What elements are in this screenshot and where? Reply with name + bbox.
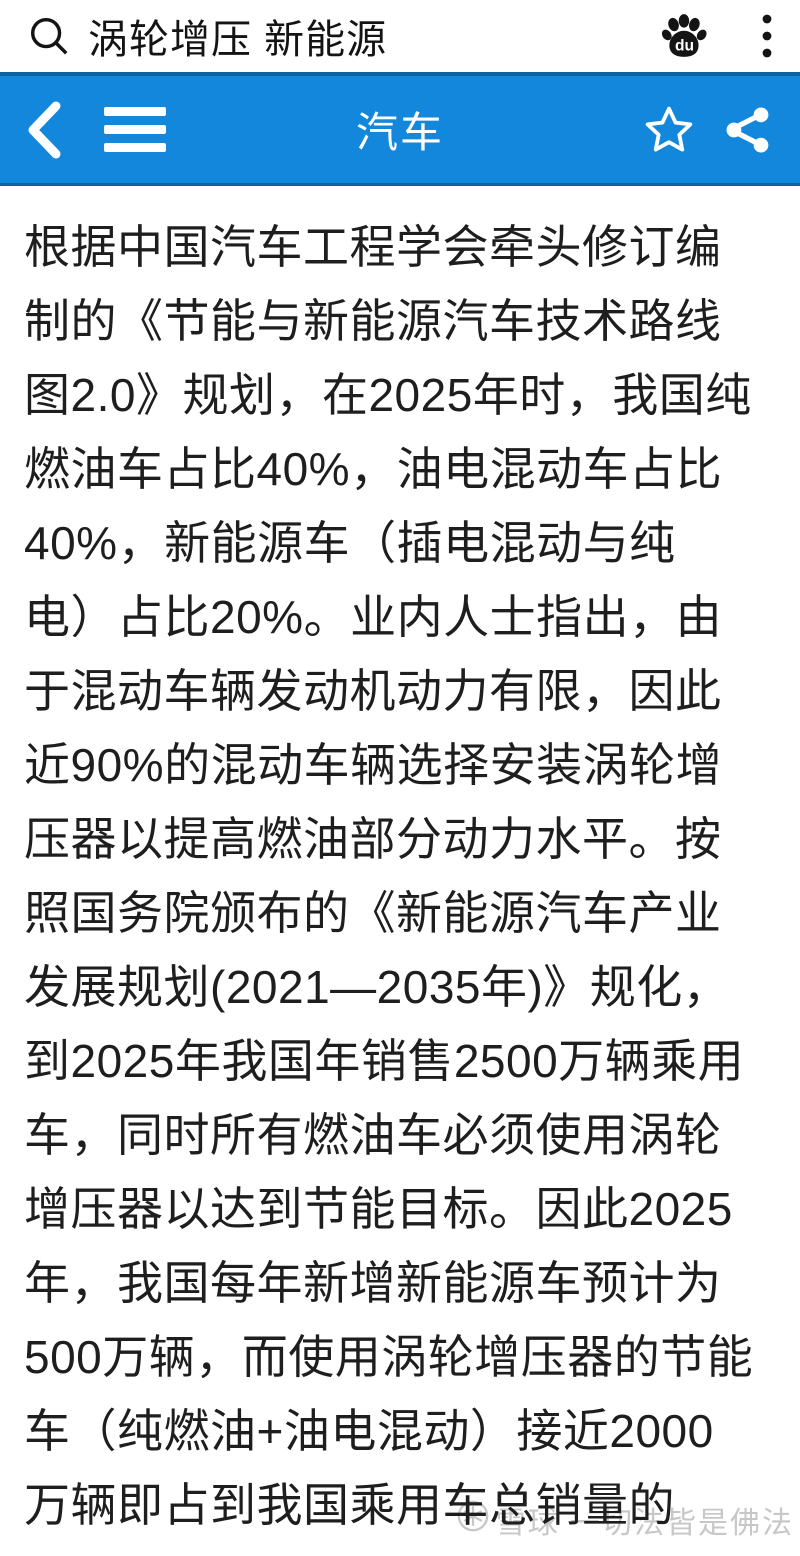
article-line: 照国务院颁布的《新能源汽车产业 — [24, 887, 722, 939]
article-header: 汽车 — [0, 72, 800, 186]
header-right-actions — [642, 103, 774, 157]
search-query-text[interactable]: 涡轮增压 新能源 — [88, 18, 388, 62]
baidu-paw-icon[interactable]: du — [660, 11, 710, 61]
watermark-text: 雪球 一切法皆是佛法 — [495, 1507, 794, 1540]
star-icon[interactable] — [642, 103, 696, 157]
article-line: 年，我国每年新增新能源车预计为 — [24, 1257, 722, 1309]
header-left-actions — [26, 101, 166, 159]
article-line: 车，同时所有燃油车必须使用涡轮 — [24, 1109, 722, 1161]
svg-text:du: du — [675, 38, 694, 55]
search-bar: 涡轮增压 新能源 du — [0, 0, 800, 72]
snowball-icon — [456, 1499, 490, 1541]
article-line: 压器以提高燃油部分动力水平。按 — [24, 813, 722, 865]
share-icon[interactable] — [722, 104, 774, 156]
more-vertical-icon[interactable] — [760, 11, 774, 61]
article-body: 根据中国汽车工程学会牵头修订编 制的《节能与新能源汽车技术路线 图2.0》规划，… — [0, 186, 800, 1542]
back-icon[interactable] — [26, 101, 62, 159]
article-line: 近90%的混动车辆选择安装涡轮增 — [24, 739, 723, 791]
article-line: 500万辆，而使用涡轮增压器的节能 — [24, 1331, 754, 1383]
watermark: 雪球 一切法皆是佛法 — [456, 1498, 794, 1542]
hamburger-menu-icon[interactable] — [104, 106, 166, 153]
article-line: 车（纯燃油+油电混动）接近2000 — [24, 1405, 714, 1457]
search-icon — [26, 13, 72, 59]
article-line: 发展规划(2021—2035年)》规化， — [24, 961, 730, 1013]
article-line: 到2025年我国年销售2500万辆乘用 — [24, 1035, 745, 1087]
article-line: 于混动车辆发动机动力有限，因此 — [24, 665, 722, 717]
article-line: 燃油车占比40%，油电混动车占比 — [24, 443, 723, 495]
article-line: 增压器以达到节能目标。因此2025 — [24, 1183, 733, 1235]
article-line: 电）占比20%。业内人士指出，由 — [24, 591, 723, 643]
article-line: 制的《节能与新能源汽车技术路线 — [24, 295, 722, 347]
article-line: 万辆即占到我国乘用车总销量的 — [24, 1479, 675, 1531]
article-line: 图2.0》规划，在2025年时，我国纯 — [24, 369, 752, 421]
search-field[interactable]: 涡轮增压 新能源 — [26, 7, 660, 65]
article-line: 40%，新能源车（插电混动与纯 — [24, 517, 676, 569]
search-bar-actions: du — [660, 11, 774, 61]
article-line: 根据中国汽车工程学会牵头修订编 — [24, 221, 722, 273]
